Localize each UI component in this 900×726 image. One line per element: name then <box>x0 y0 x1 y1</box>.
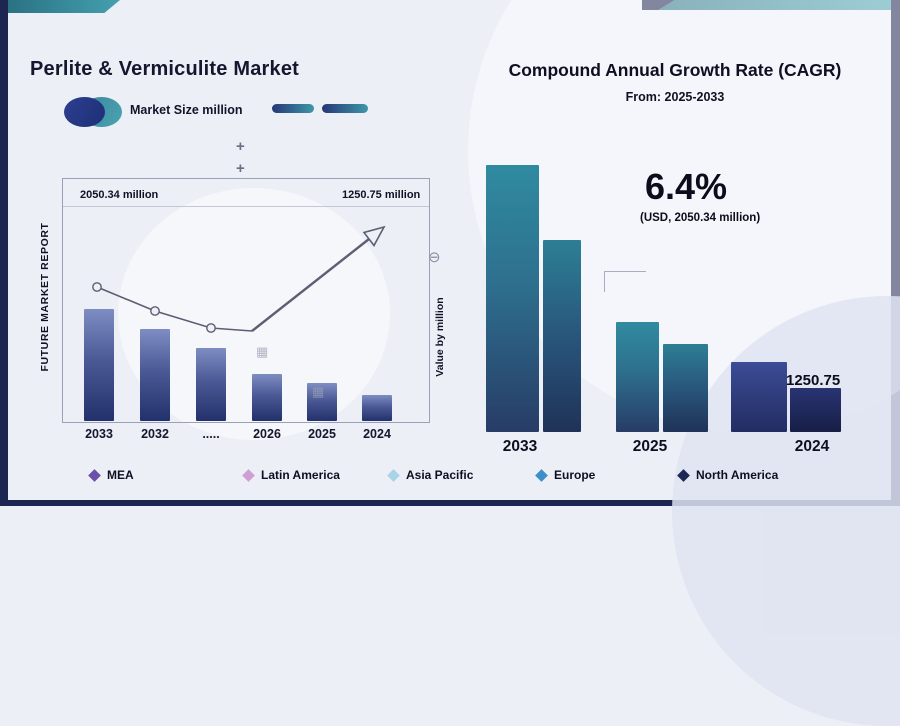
x-label-2033: 2033 <box>85 427 113 441</box>
chart-header-divider <box>63 206 429 207</box>
market-size-legend-label: Market Size million <box>130 103 243 117</box>
cagr-x-label-2024: 2024 <box>794 438 830 455</box>
legend-item-asia-pacific: Asia Pacific <box>387 468 474 482</box>
x-label-dots: ..... <box>202 427 220 441</box>
legend-item-europe: Europe <box>535 468 596 482</box>
callout-line <box>604 271 646 292</box>
legend-label: Latin America <box>261 468 340 482</box>
right-edge-bar <box>891 0 900 506</box>
cagr-bar-2025-a <box>616 322 659 432</box>
cagr-bar-2033-b <box>543 240 581 432</box>
diamond-icon <box>535 468 548 482</box>
left-edge-bar <box>0 0 8 506</box>
top-right-navy-accent <box>642 0 676 10</box>
diamond-icon <box>242 468 255 482</box>
top-right-teal-accent <box>658 0 891 10</box>
market-size-icon <box>64 97 122 127</box>
x-label-2025: 2025 <box>308 427 336 441</box>
top-left-teal-accent <box>8 0 120 13</box>
cagr-title: Compound Annual Growth Rate (CAGR) <box>508 60 842 80</box>
base-value-label: 1250.75 million <box>342 189 421 201</box>
value-by-million-label: Value by million <box>434 297 446 377</box>
legend-item-latin-america: Latin America <box>242 468 340 482</box>
plus-decoration: + <box>236 138 245 155</box>
disc-navy-half <box>64 97 105 127</box>
diamond-icon <box>387 468 400 482</box>
peak-value-label: 2050.34 million <box>80 189 159 201</box>
legend-item-mea: MEA <box>88 468 134 482</box>
x-label-2032: 2032 <box>141 427 169 441</box>
bar-mid-years <box>196 348 226 421</box>
legend-label: MEA <box>107 468 134 482</box>
value-2024-label: 1250.75 <box>786 372 841 389</box>
grid-icon: ▦ <box>312 384 325 399</box>
cagr-bar-2033-a <box>486 165 539 432</box>
cagr-bar-2025-b <box>663 344 708 432</box>
gradient-pill <box>322 104 368 113</box>
market-size-chart-frame <box>62 178 430 423</box>
legend-item-north-america: North America <box>677 468 779 482</box>
gradient-pill <box>272 104 314 113</box>
bar-2033 <box>84 309 114 421</box>
grid-icon: ▦ <box>256 344 269 359</box>
bar-2025 <box>307 383 337 421</box>
diamond-icon <box>88 468 101 482</box>
cagr-bar-2024-a <box>731 362 787 432</box>
bar-2024 <box>362 395 392 421</box>
cagr-x-label-2033: 2033 <box>502 438 538 455</box>
bar-2026 <box>252 374 282 421</box>
page-title: Perlite & Vermiculite Market <box>30 58 300 80</box>
bottom-edge-bar <box>0 500 900 506</box>
future-market-report-label: FUTURE MARKET REPORT <box>39 222 51 372</box>
diamond-icon <box>677 468 690 482</box>
minus-circle-icon: ⊖ <box>428 249 441 266</box>
legend-label: Europe <box>554 468 596 482</box>
x-label-2026: 2026 <box>253 427 281 441</box>
cagr-x-label-2025: 2025 <box>632 438 668 455</box>
x-label-2024: 2024 <box>363 427 391 441</box>
cagr-subtitle: From: 2025-2033 <box>625 90 725 104</box>
bar-2032 <box>140 329 170 421</box>
legend-label: Asia Pacific <box>406 468 474 482</box>
cagr-bar-2024-b <box>790 388 841 432</box>
legend-label: North America <box>696 468 779 482</box>
cagr-note: (USD, 2050.34 million) <box>640 212 761 224</box>
plus-decoration: + <box>236 160 245 177</box>
cagr-value: 6.4% <box>645 166 728 207</box>
